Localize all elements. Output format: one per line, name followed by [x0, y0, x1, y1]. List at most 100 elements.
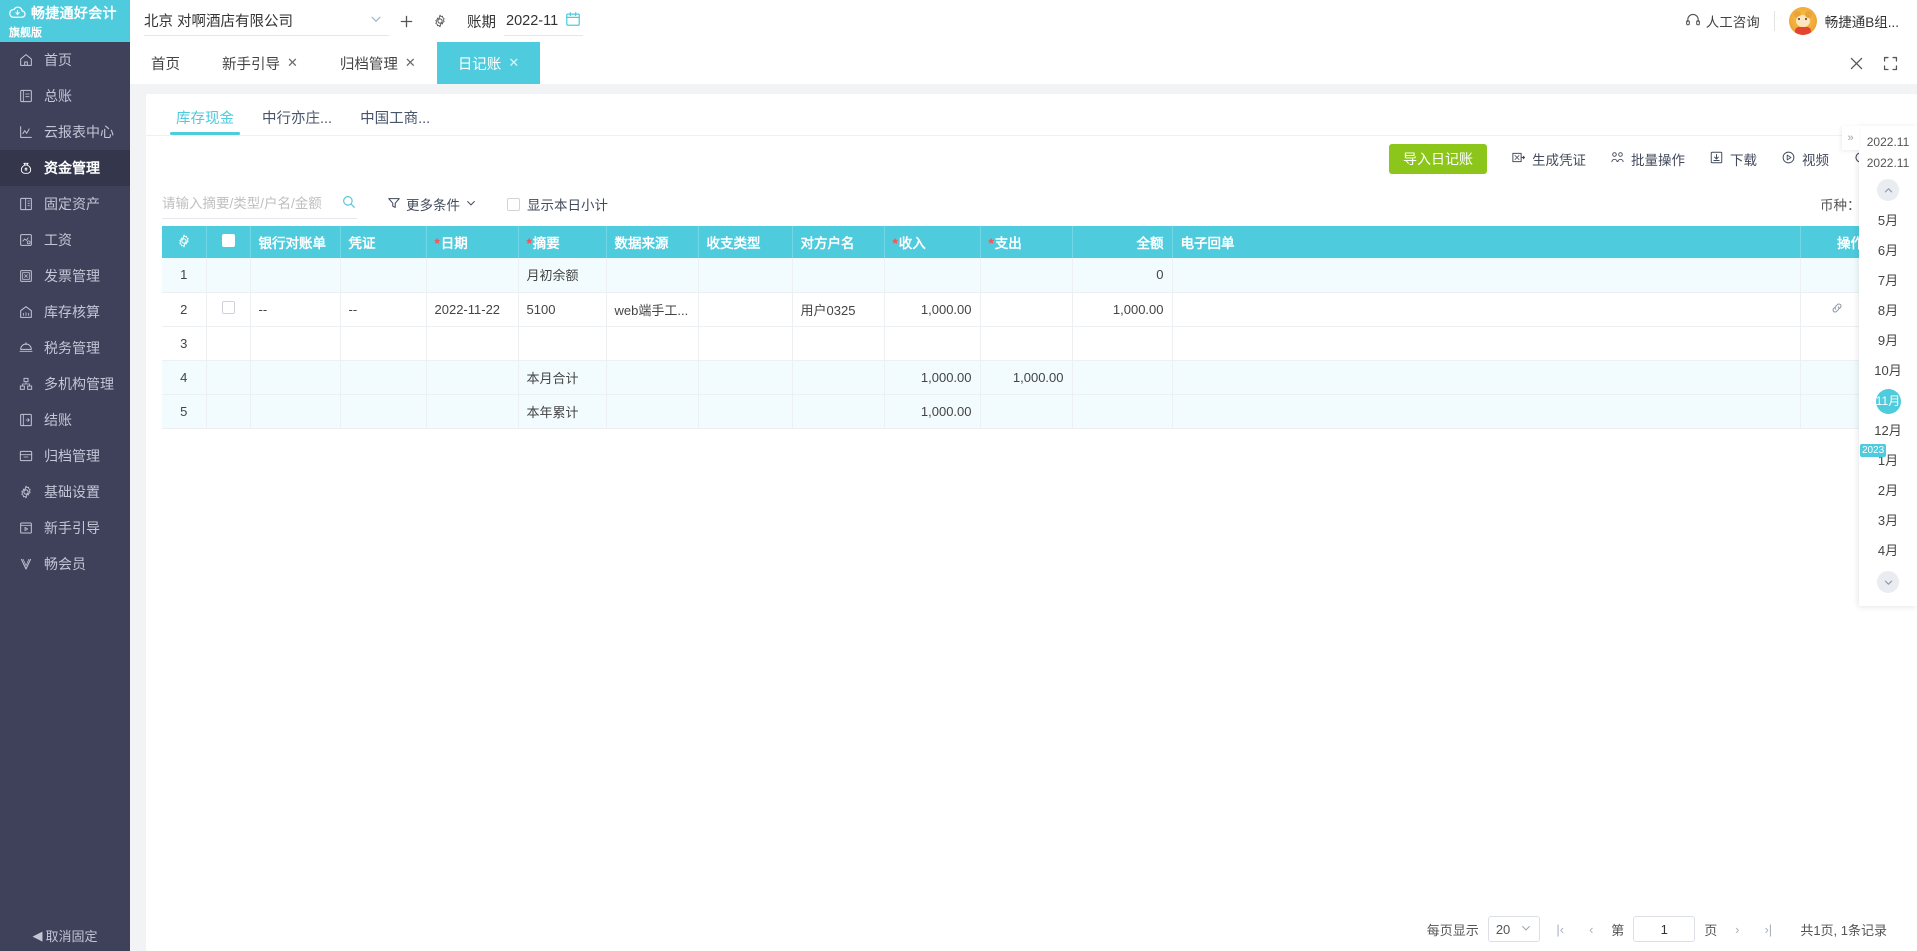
search-input[interactable] — [162, 196, 341, 211]
cell-expense[interactable] — [980, 326, 1073, 361]
column-data-source[interactable]: 数据来源 — [606, 226, 699, 258]
settings-gear-icon[interactable] — [423, 4, 457, 38]
search-icon[interactable] — [341, 194, 357, 213]
column-balance[interactable]: 全额 — [1072, 226, 1173, 258]
cell-date[interactable] — [426, 326, 519, 361]
column-counterparty[interactable]: 对方户名 — [792, 226, 885, 258]
sidebar-item-beginner-guide[interactable]: 新手引导 — [0, 510, 130, 546]
column-income[interactable]: *收入 — [884, 226, 981, 258]
video-button[interactable]: 视频 — [1781, 149, 1829, 169]
account-tab-icbc[interactable]: 中国工商... — [346, 107, 444, 135]
gear-icon[interactable] — [176, 234, 192, 252]
per-page-select[interactable]: 20 — [1487, 916, 1541, 942]
sidebar-item-vip[interactable]: 畅会员 — [0, 546, 130, 582]
tab-journal[interactable]: 日记账 ✕ — [436, 42, 541, 84]
month-item-6[interactable]: 6月 — [1859, 236, 1917, 266]
generate-voucher-button[interactable]: 生成凭证 — [1511, 149, 1586, 169]
close-icon[interactable]: ✕ — [404, 55, 416, 70]
next-page-button[interactable]: › — [1735, 921, 1740, 937]
brand-logo[interactable]: 畅捷通好会计 旗舰版 — [0, 0, 130, 42]
prev-page-button[interactable]: ‹ — [1589, 921, 1594, 937]
import-journal-button[interactable]: 导入日记账 — [1389, 144, 1487, 174]
sidebar-item-home[interactable]: 首页 — [0, 42, 130, 78]
cell-expense[interactable] — [980, 292, 1073, 327]
add-company-button[interactable] — [389, 4, 423, 38]
close-icon[interactable]: ✕ — [287, 55, 298, 70]
column-e-receipt[interactable]: 电子回单 — [1172, 226, 1801, 258]
close-all-tabs-icon[interactable] — [1839, 46, 1873, 80]
link-icon[interactable] — [1830, 301, 1844, 318]
fullscreen-icon[interactable] — [1873, 46, 1907, 80]
cell-io-type[interactable] — [698, 326, 793, 361]
consult-button[interactable]: 人工咨询 — [1685, 11, 1760, 31]
column-date[interactable]: *日期 — [426, 226, 519, 258]
column-expense[interactable]: *支出 — [980, 226, 1073, 258]
row-checkbox-cell[interactable] — [206, 292, 251, 327]
period-picker[interactable]: 2022-11 — [504, 6, 584, 36]
cell-summary[interactable]: 5100 — [518, 292, 607, 327]
sidebar-item-multi-org[interactable]: 多机构管理 — [0, 366, 130, 402]
checkbox-icon[interactable] — [507, 197, 520, 211]
month-item-3[interactable]: 3月 — [1859, 506, 1917, 536]
account-tab-cash[interactable]: 库存现金 — [162, 107, 248, 135]
tab-archive-management[interactable]: 归档管理 ✕ — [319, 42, 437, 84]
cell-summary[interactable] — [518, 326, 607, 361]
table-row[interactable]: 4 本月合计 1,000.00 — [162, 360, 1901, 395]
cell-date[interactable]: 2022-11-22 — [426, 292, 519, 327]
month-item-8[interactable]: 8月 — [1859, 296, 1917, 326]
sidebar-item-tax[interactable]: 税务管理 — [0, 330, 130, 366]
username-label[interactable]: 畅捷通B组... — [1824, 15, 1899, 30]
tab-beginner-guide[interactable]: 新手引导 ✕ — [201, 42, 319, 84]
month-item-7[interactable]: 7月 — [1859, 266, 1917, 296]
month-item-4[interactable]: 4月 — [1859, 536, 1917, 566]
account-tab-boc[interactable]: 中行亦庄... — [248, 107, 346, 135]
company-selector[interactable]: 北京 对啊酒店有限公司 — [144, 6, 389, 36]
more-conditions-button[interactable]: 更多条件 — [387, 194, 477, 214]
month-item-10[interactable]: 10月 — [1859, 356, 1917, 386]
column-select-all[interactable] — [206, 226, 251, 258]
row-checkbox-cell[interactable] — [206, 326, 251, 361]
table-row[interactable]: 5 本年累计 1,000.00 — [162, 394, 1901, 429]
page-number-input[interactable] — [1633, 916, 1696, 942]
month-item-9[interactable]: 9月 — [1859, 326, 1917, 356]
checkbox-icon[interactable] — [221, 234, 235, 247]
cell-income[interactable]: 1,000.00 — [884, 292, 981, 327]
sidebar-item-ledger[interactable]: 总账 — [0, 78, 130, 114]
month-scroll-up-button[interactable] — [1877, 179, 1899, 201]
month-panel-toggle[interactable]: » — [1842, 126, 1859, 150]
month-item-2[interactable]: 2月 — [1859, 476, 1917, 506]
column-bank-statement[interactable]: 银行对账单 — [250, 226, 341, 258]
cell-io-type[interactable] — [698, 292, 793, 327]
column-settings[interactable] — [162, 226, 207, 258]
search-box[interactable] — [162, 189, 357, 219]
column-voucher[interactable]: 凭证 — [340, 226, 427, 258]
first-page-button[interactable]: |‹ — [1556, 921, 1565, 937]
sidebar-item-cloud-reports[interactable]: 云报表中心 — [0, 114, 130, 150]
cell-counterparty[interactable] — [792, 326, 885, 361]
batch-operation-button[interactable]: 批量操作 — [1610, 149, 1685, 169]
month-item-5[interactable]: 5月 — [1859, 206, 1917, 236]
month-item-12[interactable]: 12月 — [1859, 416, 1917, 446]
cell-income[interactable] — [884, 326, 981, 361]
column-summary[interactable]: *摘要 — [518, 226, 607, 258]
download-button[interactable]: 下载 — [1709, 149, 1757, 169]
last-page-button[interactable]: ›| — [1764, 921, 1773, 937]
table-row[interactable]: 2 -- -- 2022-11-22 5100 web端手工... 用户0325 — [162, 292, 1901, 327]
show-daily-subtotal-checkbox[interactable]: 显示本日小计 — [507, 194, 608, 214]
sidebar-pin-toggle[interactable]: ◀ 取消固定 — [0, 926, 130, 945]
sidebar-item-invoice[interactable]: 发票管理 — [0, 258, 130, 294]
cell-counterparty[interactable]: 用户0325 — [792, 292, 885, 327]
checkbox-icon[interactable] — [221, 301, 235, 314]
sidebar-item-basic-settings[interactable]: 基础设置 — [0, 474, 130, 510]
sidebar-item-archive[interactable]: 归档管理 — [0, 438, 130, 474]
column-io-type[interactable]: 收支类型 — [698, 226, 793, 258]
sidebar-item-payroll[interactable]: 工资 — [0, 222, 130, 258]
sidebar-item-closing[interactable]: 结账 — [0, 402, 130, 438]
month-item-11[interactable]: 11月 — [1859, 386, 1917, 416]
table-row[interactable]: 3 — [162, 326, 1901, 361]
sidebar-item-fixed-assets[interactable]: 固定资产 — [0, 186, 130, 222]
close-icon[interactable]: ✕ — [508, 55, 520, 70]
avatar[interactable] — [1788, 7, 1817, 35]
table-row[interactable]: 1 月初余额 — [162, 258, 1901, 293]
sidebar-item-fund-management[interactable]: 资金管理 — [0, 150, 130, 186]
